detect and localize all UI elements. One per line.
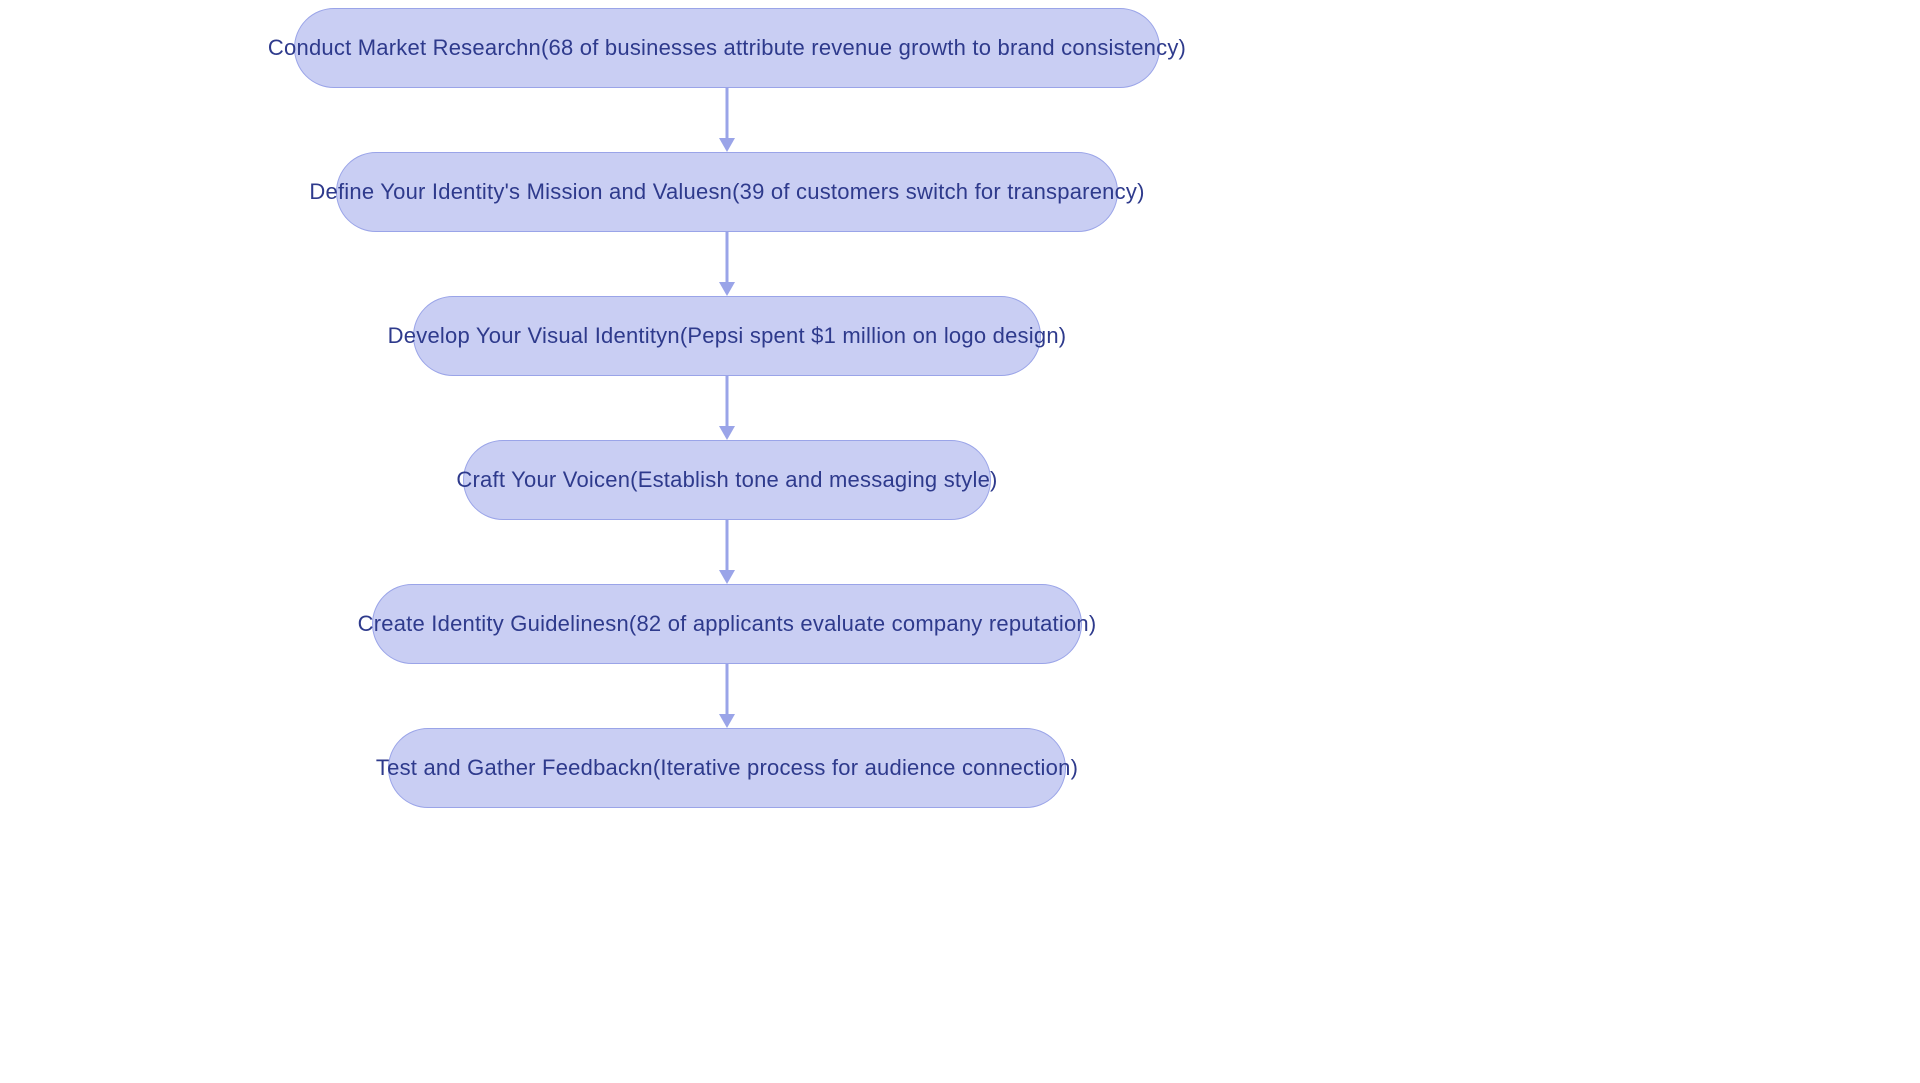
flowchart-node-3: Develop Your Visual Identityn(Pepsi spen… xyxy=(413,296,1041,376)
flowchart-arrow-1 xyxy=(717,88,737,152)
flowchart-node-1: Conduct Market Researchn(68 of businesse… xyxy=(294,8,1160,88)
flowchart-node-4: Craft Your Voicen(Establish tone and mes… xyxy=(463,440,991,520)
flowchart-arrow-5 xyxy=(717,664,737,728)
flowchart-node-2: Define Your Identity's Mission and Value… xyxy=(336,152,1118,232)
flowchart-node-label: Develop Your Visual Identityn(Pepsi spen… xyxy=(388,323,1067,349)
flowchart-node-label: Test and Gather Feedbackn(Iterative proc… xyxy=(376,755,1078,781)
flowchart-arrow-3 xyxy=(717,376,737,440)
flowchart-arrow-2 xyxy=(717,232,737,296)
flowchart-node-label: Define Your Identity's Mission and Value… xyxy=(309,179,1144,205)
flowchart-node-label: Craft Your Voicen(Establish tone and mes… xyxy=(456,467,997,493)
flowchart-node-6: Test and Gather Feedbackn(Iterative proc… xyxy=(388,728,1066,808)
flowchart-arrow-4 xyxy=(717,520,737,584)
brand-identity-flowchart: Conduct Market Researchn(68 of businesse… xyxy=(0,0,1920,1083)
flowchart-node-5: Create Identity Guidelinesn(82 of applic… xyxy=(372,584,1082,664)
flowchart-node-label: Create Identity Guidelinesn(82 of applic… xyxy=(358,611,1097,637)
flowchart-node-label: Conduct Market Researchn(68 of businesse… xyxy=(268,35,1186,61)
